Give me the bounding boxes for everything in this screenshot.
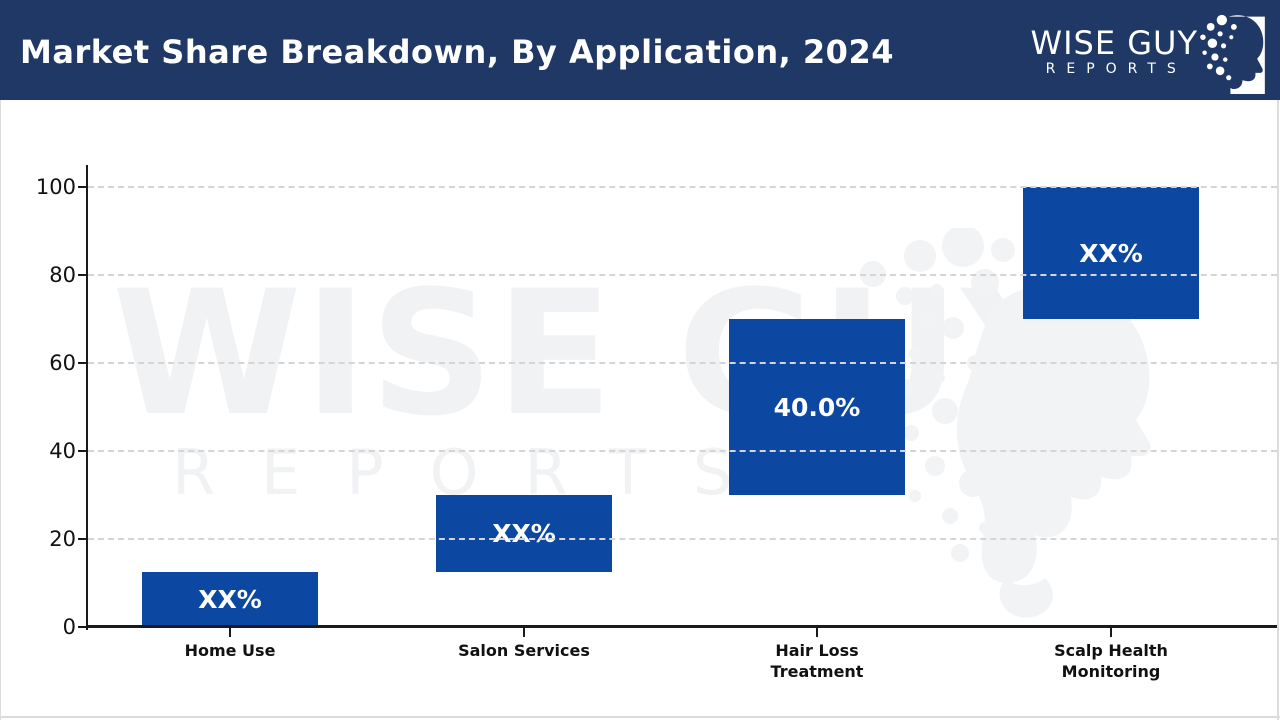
x-axis-label-4: Scalp Health Monitoring	[1054, 641, 1168, 681]
x-axis-label-3: Hair Loss Treatment	[770, 641, 864, 681]
logo-text: WISE GUY REPORTS	[1030, 26, 1198, 77]
page-title: Market Share Breakdown, By Application, …	[20, 33, 894, 71]
bar-hair-loss-treatment: 40.0%	[729, 319, 905, 495]
frame-border-bottom	[0, 716, 1280, 718]
gridline-20	[88, 538, 1277, 540]
y-tick-label-40: 40	[49, 439, 76, 463]
x-tick-mark-3	[816, 628, 818, 637]
bar-scalp-health-monitoring: XX%	[1023, 187, 1199, 319]
x-tick-mark-1	[229, 628, 231, 637]
x-axis-spine	[86, 625, 1277, 628]
frame-border-left	[0, 100, 1, 720]
bar-home-use: XX%	[142, 572, 318, 627]
y-tick-label-80: 80	[49, 263, 76, 287]
gridline-60	[88, 362, 1277, 364]
gridline-100	[88, 186, 1277, 188]
wise-guy-reports-logo: WISE GUY REPORTS	[1030, 8, 1270, 94]
x-axis-label-2: Salon Services	[458, 641, 590, 660]
bar-value-label: XX%	[1079, 238, 1143, 268]
bar-salon-services: XX%	[436, 495, 612, 572]
x-tick-mark-2	[523, 628, 525, 637]
bar-value-label: XX%	[492, 519, 556, 548]
gridline-80	[88, 274, 1277, 276]
y-tick-mark-40	[78, 450, 86, 452]
header-band: Market Share Breakdown, By Application, …	[0, 0, 1280, 100]
logo-head-icon	[1200, 14, 1265, 94]
bar-value-label: 40.0%	[773, 392, 861, 422]
y-tick-mark-60	[78, 362, 86, 364]
bar-value-label: XX%	[198, 585, 262, 614]
x-tick-mark-4	[1110, 628, 1112, 637]
y-tick-mark-20	[78, 538, 86, 540]
frame-border-right	[1277, 100, 1279, 720]
y-tick-label-60: 60	[49, 351, 76, 375]
x-axis-label-1: Home Use	[184, 641, 276, 660]
watermark-wordmark: WISE GUY	[112, 253, 1089, 454]
y-tick-mark-80	[78, 274, 86, 276]
gridline-40	[88, 450, 1277, 452]
logo-wordmark: WISE GUY	[1030, 23, 1198, 62]
y-axis-spine	[86, 165, 88, 630]
y-tick-mark-0	[78, 626, 86, 628]
y-tick-label-0: 0	[62, 615, 76, 639]
y-tick-label-100: 100	[35, 175, 76, 199]
y-tick-label-20: 20	[49, 527, 76, 551]
logo-reports-label: REPORTS	[1045, 60, 1187, 77]
y-tick-mark-100	[78, 186, 86, 188]
